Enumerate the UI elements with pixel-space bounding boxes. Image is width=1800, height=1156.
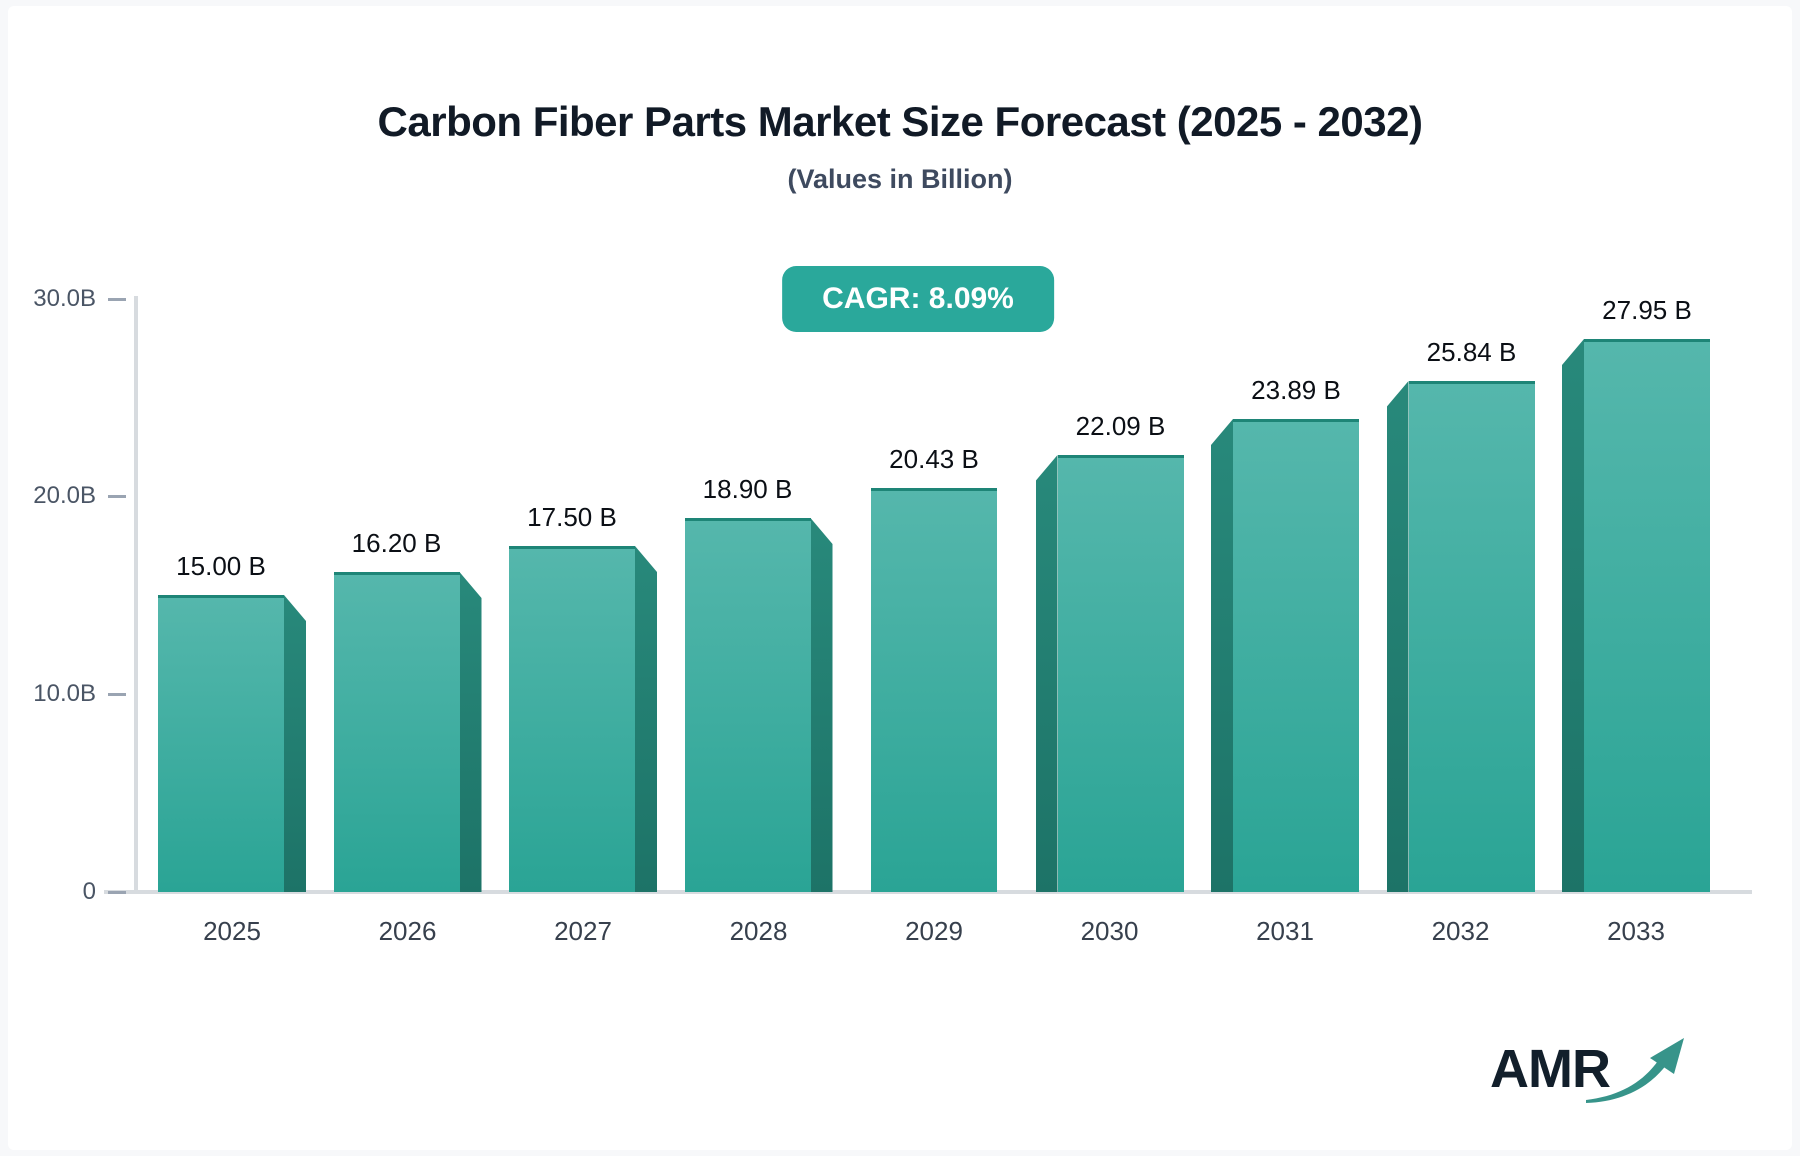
y-tick-dash bbox=[108, 891, 126, 894]
bar-2029 bbox=[871, 488, 997, 892]
x-tick-label: 2028 bbox=[729, 916, 788, 946]
x-tick-label: 2027 bbox=[554, 916, 612, 946]
plot-area: 30.0B 20.0B 10.0B 0 15.00 B 16.20 B 17.50 B 18… bbox=[8, 6, 1792, 1150]
y-axis-line bbox=[134, 296, 138, 892]
bar-value-label: 23.89 B bbox=[1251, 375, 1341, 405]
chart-card: Carbon Fiber Parts Market Size Forecast … bbox=[8, 6, 1792, 1150]
y-tick-label: 30.0B bbox=[33, 284, 96, 312]
x-tick-label: 2033 bbox=[1607, 916, 1665, 946]
bar-2032 bbox=[1408, 381, 1535, 892]
bar-value-label: 27.95 B bbox=[1602, 295, 1692, 325]
y-tick-label: 10.0B bbox=[33, 680, 96, 708]
amr-logo-text: AMR bbox=[1490, 1039, 1611, 1099]
y-tick-dash bbox=[108, 297, 126, 301]
bar-2028 bbox=[684, 518, 811, 892]
bar-2033 bbox=[1584, 339, 1710, 892]
bar-2025 bbox=[158, 595, 284, 892]
y-tick-label: 20.0B bbox=[33, 482, 96, 510]
amr-logo: AMR bbox=[1490, 1030, 1688, 1103]
x-tick-label: 2025 bbox=[203, 916, 261, 946]
x-tick-label: 2030 bbox=[1080, 916, 1139, 946]
x-tick-label: 2032 bbox=[1431, 916, 1490, 946]
bar-side-face bbox=[1562, 339, 1584, 892]
bar-2026 bbox=[333, 572, 460, 892]
bar-value-label: 18.90 B bbox=[702, 474, 793, 504]
y-tick-dash bbox=[108, 693, 126, 697]
bar-value-label: 25.84 B bbox=[1426, 337, 1517, 367]
x-tick-label: 2031 bbox=[1256, 916, 1314, 946]
bar-2031 bbox=[1233, 419, 1359, 892]
bar-value-label: 17.50 B bbox=[527, 502, 617, 532]
bar-2030 bbox=[1057, 455, 1184, 892]
bar-value-label: 16.20 B bbox=[351, 528, 442, 558]
bar-side-face bbox=[1035, 455, 1058, 892]
y-tick-label: 0 bbox=[82, 878, 96, 905]
chart-subtitle: (Values in Billion) bbox=[787, 164, 1013, 194]
growth-arrow-icon bbox=[1586, 1038, 1684, 1103]
bar-side-face bbox=[635, 546, 657, 892]
bar-value-label: 15.00 B bbox=[176, 551, 266, 581]
bar-side-face bbox=[1211, 419, 1233, 892]
bar-value-label: 20.43 B bbox=[889, 444, 979, 474]
y-tick-dash bbox=[108, 495, 126, 499]
bar-side-face bbox=[1386, 381, 1409, 892]
bar-value-label: 22.09 B bbox=[1075, 411, 1166, 441]
bar-side-face bbox=[284, 595, 306, 892]
bar-side-face bbox=[810, 518, 833, 892]
x-tick-label: 2026 bbox=[378, 916, 437, 946]
bar-2027 bbox=[509, 546, 635, 892]
x-tick-label: 2029 bbox=[905, 916, 963, 946]
x-axis-line bbox=[104, 890, 1752, 894]
bar-side-face bbox=[459, 572, 482, 892]
chart-title: Carbon Fiber Parts Market Size Forecast … bbox=[377, 98, 1423, 145]
cagr-badge: CAGR: 8.09% bbox=[782, 266, 1054, 332]
